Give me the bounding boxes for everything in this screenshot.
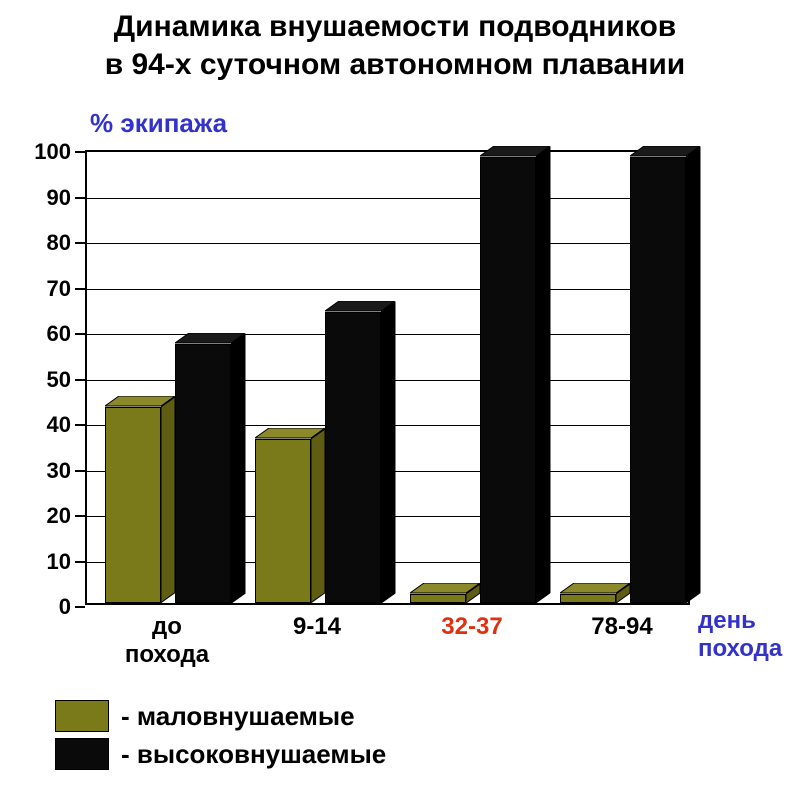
y-tick [75, 515, 85, 517]
legend-swatch [55, 738, 109, 770]
legend: - маловнушаемые - высоковнушаемые [55, 700, 386, 776]
y-tick [75, 379, 85, 381]
y-tick [75, 561, 85, 563]
y-tick [75, 424, 85, 426]
y-tick-label: 90 [16, 185, 71, 211]
x-axis-title-line2: похода [698, 635, 782, 662]
bar [325, 302, 395, 603]
y-tick-label: 80 [16, 230, 71, 256]
y-tick-label: 50 [16, 367, 71, 393]
y-tick-label: 0 [16, 594, 71, 620]
y-tick-label: 60 [16, 321, 71, 347]
y-tick [75, 242, 85, 244]
x-category-label: 78-94 [552, 613, 692, 641]
bar [175, 334, 245, 603]
x-category-label: 32-37 [402, 613, 542, 641]
y-tick [75, 606, 85, 608]
chart-page: { "title_line1": "Динамика внушаемости п… [0, 0, 790, 803]
chart-title: Динамика внушаемости подводников в 94-х … [0, 8, 790, 83]
y-tick [75, 333, 85, 335]
y-tick [75, 470, 85, 472]
x-category-label: 9-14 [247, 613, 387, 641]
gridline [87, 198, 688, 199]
bar [255, 429, 325, 603]
bar [410, 584, 480, 603]
y-axis-title: % экипажа [90, 108, 227, 139]
chart-inner: 0102030405060708090100допохода9-1432-377… [87, 152, 688, 603]
x-axis-title-line1: день [698, 607, 756, 634]
y-tick-label: 10 [16, 549, 71, 575]
bar [630, 147, 700, 603]
chart-title-line1: Динамика внушаемости подводников [114, 10, 676, 43]
legend-text: - высоковнушаемые [121, 739, 386, 770]
y-tick-label: 20 [16, 503, 71, 529]
y-tick-label: 70 [16, 276, 71, 302]
gridline [87, 243, 688, 244]
y-tick [75, 288, 85, 290]
legend-item: - высоковнушаемые [55, 738, 386, 770]
bar [480, 147, 550, 603]
legend-item: - маловнушаемые [55, 700, 386, 732]
chart-plot-area: 0102030405060708090100допохода9-1432-377… [85, 150, 690, 605]
y-tick-label: 40 [16, 412, 71, 438]
x-axis-title: день похода [698, 607, 782, 663]
x-category-label: допохода [97, 613, 237, 669]
legend-swatch [55, 700, 109, 732]
y-tick [75, 197, 85, 199]
gridline [87, 289, 688, 290]
y-tick [75, 151, 85, 153]
bar [560, 584, 630, 603]
legend-text: - маловнушаемые [121, 701, 355, 732]
y-tick-label: 30 [16, 458, 71, 484]
y-tick-label: 100 [16, 139, 71, 165]
bar [105, 397, 175, 603]
chart-title-line2: в 94-х суточном автономном плавании [105, 48, 686, 81]
